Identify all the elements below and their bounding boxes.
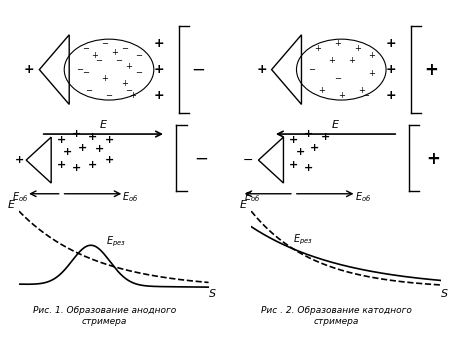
Text: $E_{об}$: $E_{об}$ xyxy=(355,190,371,204)
Text: −: − xyxy=(243,153,253,167)
Text: $E_{рез}$: $E_{рез}$ xyxy=(106,234,126,248)
Text: +: + xyxy=(334,39,341,48)
Text: +: + xyxy=(358,86,365,95)
Text: +: + xyxy=(320,132,330,142)
Text: +: + xyxy=(129,91,137,100)
Text: +: + xyxy=(354,44,361,53)
Text: +: + xyxy=(94,144,104,155)
Text: +: + xyxy=(304,163,313,173)
Text: +: + xyxy=(63,148,73,157)
Text: −: − xyxy=(126,86,132,95)
Text: $E$: $E$ xyxy=(331,118,340,130)
Text: −: − xyxy=(121,44,128,53)
Text: −: − xyxy=(101,39,109,48)
Text: +: + xyxy=(24,63,35,76)
Text: −: − xyxy=(191,61,206,79)
Text: +: + xyxy=(126,62,132,71)
Text: +: + xyxy=(78,143,87,153)
Text: +: + xyxy=(91,51,99,60)
Text: +: + xyxy=(105,155,114,165)
Text: S: S xyxy=(209,288,216,299)
Text: +: + xyxy=(15,155,25,165)
Text: +: + xyxy=(295,148,305,157)
Text: −: − xyxy=(96,56,102,65)
Text: −: − xyxy=(116,56,122,65)
Text: +: + xyxy=(386,37,396,50)
Text: −: − xyxy=(106,91,112,100)
Text: +: + xyxy=(256,63,267,76)
Text: $E_{об}$: $E_{об}$ xyxy=(244,190,260,204)
Text: +: + xyxy=(289,160,299,170)
Text: $E_{рез}$: $E_{рез}$ xyxy=(293,232,313,247)
Text: +: + xyxy=(72,129,81,139)
Text: +: + xyxy=(111,48,118,57)
Text: +: + xyxy=(310,143,319,153)
Text: −: − xyxy=(334,74,341,83)
Text: +: + xyxy=(318,86,325,95)
Text: −: − xyxy=(76,65,82,74)
Text: −: − xyxy=(136,51,142,60)
Text: −: − xyxy=(308,65,315,74)
Text: +: + xyxy=(105,135,114,145)
Text: −: − xyxy=(194,150,208,167)
Text: +: + xyxy=(368,51,374,60)
Text: +: + xyxy=(154,37,164,50)
Text: +: + xyxy=(154,89,164,102)
Text: $E_{об}$: $E_{об}$ xyxy=(122,190,138,204)
Text: E: E xyxy=(240,200,247,210)
Text: +: + xyxy=(57,160,66,170)
Text: Рис. 1. Образование анодного
стримера: Рис. 1. Образование анодного стримера xyxy=(33,306,176,326)
Text: −: − xyxy=(86,86,92,95)
Text: −: − xyxy=(82,69,89,78)
Text: $E_{об}$: $E_{об}$ xyxy=(12,190,28,204)
Text: +: + xyxy=(427,150,440,167)
Text: S: S xyxy=(441,288,448,299)
Text: +: + xyxy=(386,89,396,102)
Text: $E$: $E$ xyxy=(99,118,108,130)
Text: +: + xyxy=(368,69,374,78)
Text: +: + xyxy=(88,160,98,170)
Text: +: + xyxy=(57,135,66,145)
Text: +: + xyxy=(88,132,98,142)
Text: +: + xyxy=(424,61,438,79)
Text: +: + xyxy=(154,63,164,76)
Text: +: + xyxy=(72,163,81,173)
Text: +: + xyxy=(289,135,299,145)
Text: Рис . 2. Образование катодного
стримера: Рис . 2. Образование катодного стримера xyxy=(261,306,412,326)
Text: +: + xyxy=(328,56,335,65)
Text: −: − xyxy=(362,91,369,100)
Text: +: + xyxy=(386,63,396,76)
Text: +: + xyxy=(338,91,345,100)
Text: +: + xyxy=(101,74,109,83)
Text: −: − xyxy=(136,69,142,78)
Text: +: + xyxy=(121,79,128,88)
Text: +: + xyxy=(348,56,355,65)
Text: E: E xyxy=(8,200,15,210)
Text: +: + xyxy=(314,44,321,53)
Text: −: − xyxy=(82,44,89,53)
Text: +: + xyxy=(304,129,313,139)
